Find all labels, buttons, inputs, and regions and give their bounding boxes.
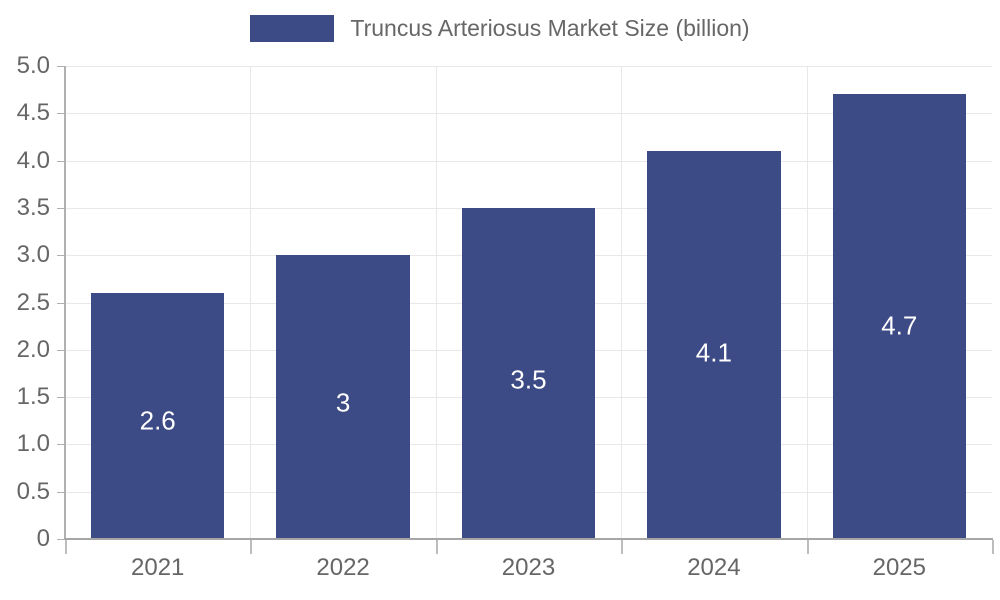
y-axis-tick-label: 1.5 (16, 383, 50, 411)
x-axis-tick (435, 540, 438, 554)
y-axis-tick (57, 397, 65, 399)
x-axis-tick-label: 2024 (687, 554, 741, 581)
bar-value-label: 4.7 (881, 310, 918, 341)
x-gridline (621, 66, 623, 539)
y-axis-tick (57, 207, 65, 209)
y-axis-tick-label: 4.5 (16, 99, 50, 127)
bar[interactable] (832, 94, 967, 539)
y-axis-tick-label: 2.5 (16, 288, 50, 316)
y-axis-tick-label: 5.0 (16, 52, 50, 79)
bar[interactable] (647, 151, 781, 539)
x-axis-tick (250, 540, 253, 554)
plot-area: 2.6 3 3.5 4.1 4.7 (65, 66, 992, 540)
x-axis-tick (621, 540, 624, 554)
y-axis-tick (57, 302, 65, 304)
legend-label: Truncus Arteriosus Market Size (billion) (350, 14, 750, 41)
bar-value-label: 2.6 (139, 405, 176, 436)
bar[interactable] (90, 293, 225, 539)
y-gridline (65, 113, 992, 115)
x-axis-tick (806, 540, 809, 554)
y-axis-tick (57, 444, 65, 446)
x-gridline (435, 66, 437, 539)
y-axis-tick (57, 160, 65, 162)
legend-entry-series-1[interactable]: Truncus Arteriosus Market Size (billion) (250, 14, 750, 42)
bar-value-label: 4.1 (695, 337, 732, 368)
x-axis-tick-label: 2022 (316, 554, 370, 581)
bar[interactable] (461, 207, 596, 539)
x-axis-line (64, 538, 993, 540)
y-axis-tick (57, 491, 65, 493)
x-axis-tick (65, 540, 67, 554)
y-axis-tick-label: 0 (36, 525, 50, 552)
y-axis-line (64, 66, 66, 540)
bar[interactable] (276, 255, 410, 539)
bar-value-label: 3 (335, 387, 351, 418)
x-axis-tick-label: 2021 (131, 554, 185, 581)
y-axis-tick (57, 255, 65, 257)
y-axis-tick (57, 66, 65, 67)
bar-value-label: 3.5 (510, 364, 547, 395)
legend-color-swatch (250, 14, 335, 42)
y-axis-tick-label: 2.0 (16, 335, 50, 363)
y-axis-labels: 0 0.5 1.0 1.5 2.0 2.5 3.0 3.5 4.0 4.5 5.0 (0, 0, 50, 600)
y-axis-tick-label: 3.5 (16, 193, 50, 221)
x-axis-tick-label: 2025 (872, 554, 926, 581)
x-axis-tick-label: 2023 (501, 554, 556, 581)
y-axis-tick-label: 3.0 (16, 241, 50, 269)
y-axis-tick-label: 1.0 (16, 430, 50, 458)
x-gridline (250, 66, 252, 539)
y-axis-tick (57, 539, 65, 540)
y-axis-tick (57, 113, 65, 115)
y-gridline (65, 66, 992, 67)
y-axis-tick (57, 349, 65, 351)
y-axis-tick-label: 4.0 (16, 146, 50, 174)
y-axis-tick-label: 0.5 (16, 477, 50, 505)
x-axis-tick (992, 540, 994, 554)
y-gridline (65, 160, 992, 162)
x-gridline (806, 66, 808, 539)
chart-legend: Truncus Arteriosus Market Size (billion) (0, 0, 1000, 56)
